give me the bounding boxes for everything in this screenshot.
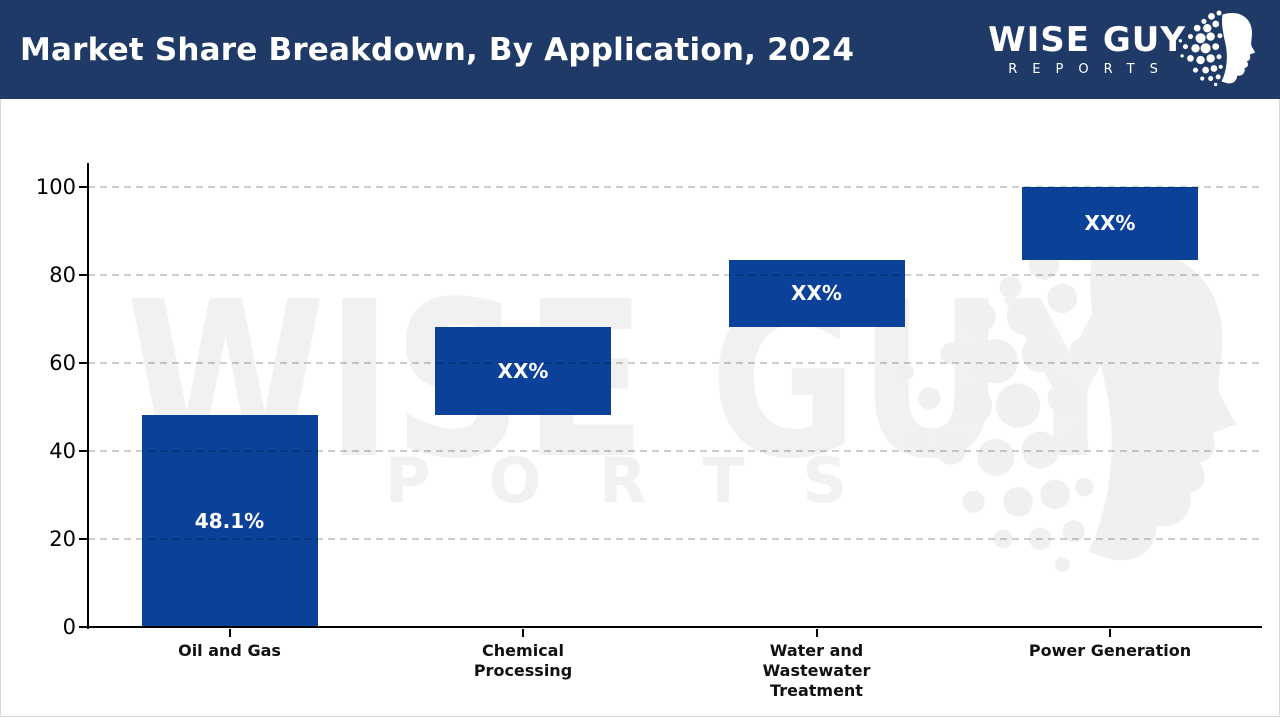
brand-logo: WISE GUY REPORTS (988, 8, 1256, 92)
brand-face-icon (1178, 10, 1256, 86)
x-tick-mark-power-generation (1109, 629, 1111, 637)
x-axis (87, 626, 1262, 628)
y-gridline-40 (88, 450, 1262, 452)
x-tick-label-power-generation: Power Generation (1028, 641, 1192, 660)
brand-name: WISE GUY (988, 19, 1186, 60)
y-tick-mark-80 (79, 274, 87, 276)
bar-value-label-chemical-processing: XX% (497, 359, 549, 384)
y-gridline-100 (88, 186, 1262, 188)
y-gridline-20 (88, 538, 1262, 540)
bar-power-generation (1022, 187, 1198, 260)
page-title: Market Share Breakdown, By Application, … (20, 31, 855, 68)
bar-value-label-water-and-wastewater-treatment: XX% (791, 281, 842, 306)
header: Market Share Breakdown, By Application, … (0, 0, 1280, 99)
bar-water-and-wastewater-treatment (728, 259, 905, 328)
y-tick-label-20: 20 (49, 527, 76, 551)
x-tick-label-water-and-wastewater-treatment: Water and Wastewater Treatment (762, 641, 871, 700)
y-tick-mark-40 (79, 450, 87, 452)
x-tick-mark-chemical-processing (522, 629, 524, 637)
brand-logo-text: WISE GUY REPORTS (988, 23, 1186, 77)
y-tick-mark-20 (79, 538, 87, 540)
watermark-text-line2: PORTS (385, 444, 905, 517)
bar-value-label-power-generation: XX% (1084, 211, 1136, 236)
y-tick-label-80: 80 (49, 263, 76, 287)
bar-chemical-processing (435, 327, 611, 416)
y-tick-label-40: 40 (49, 439, 76, 463)
y-axis (87, 163, 89, 629)
y-tick-label-0: 0 (62, 615, 76, 639)
y-gridline-60 (88, 362, 1262, 364)
x-tick-label-oil-and-gas: Oil and Gas (178, 641, 281, 660)
bar-value-label-oil-and-gas: 48.1% (194, 509, 265, 534)
y-tick-label-60: 60 (49, 351, 76, 375)
y-tick-label-100: 100 (35, 175, 76, 199)
y-tick-mark-60 (79, 362, 87, 364)
y-gridline-80 (88, 274, 1262, 276)
y-tick-mark-100 (79, 186, 87, 188)
x-tick-label-chemical-processing: Chemical Processing (473, 641, 573, 680)
x-tick-mark-oil-and-gas (228, 629, 231, 637)
x-tick-mark-water-and-wastewater-treatment (815, 629, 818, 637)
y-tick-mark-0 (79, 626, 87, 628)
brand-subtitle: REPORTS (1008, 61, 1173, 77)
